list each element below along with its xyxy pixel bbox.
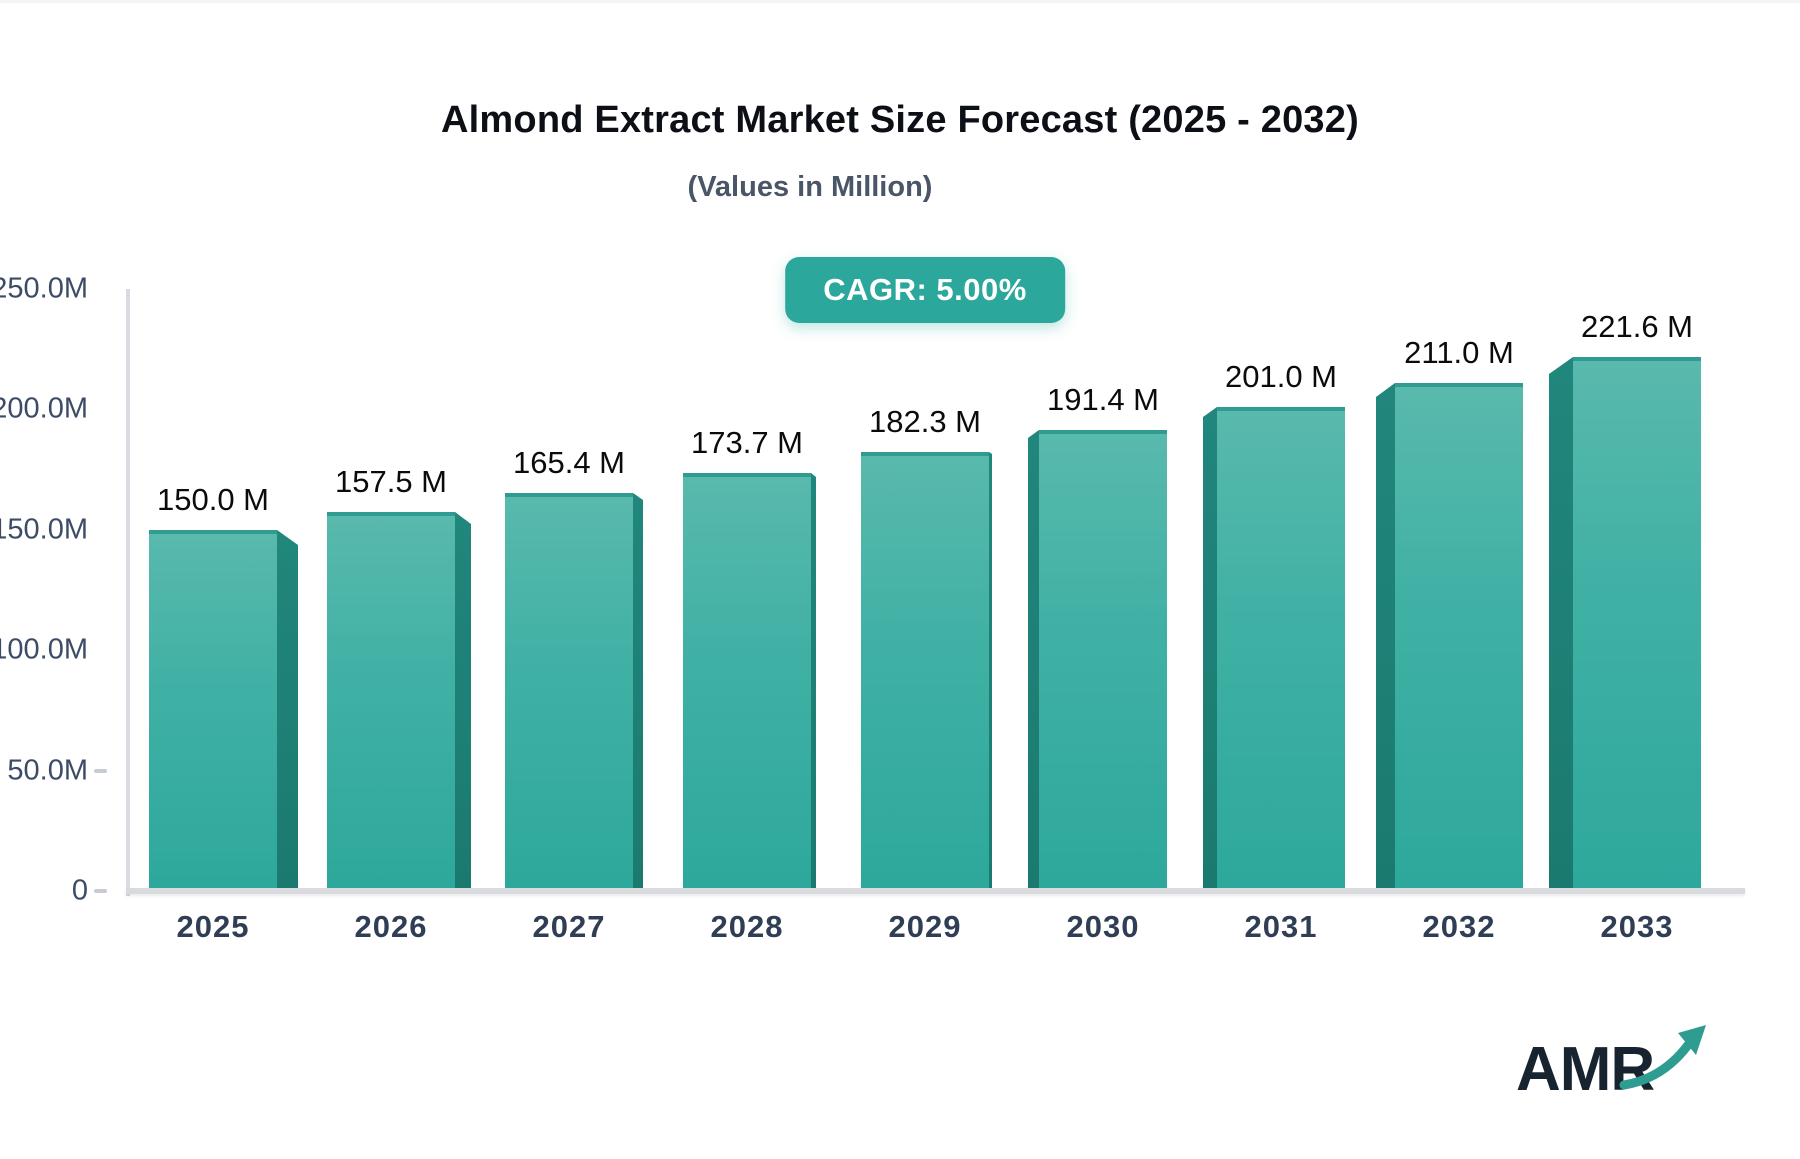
brand-logo: AMR bbox=[1516, 1025, 1706, 1107]
x-axis-label: 2032 bbox=[1422, 909, 1496, 944]
bar-value-label: 191.4 M bbox=[1046, 382, 1160, 417]
bar-2032[interactable] bbox=[1395, 383, 1523, 891]
bar-value-label: 201.0 M bbox=[1224, 359, 1338, 394]
x-axis-label: 2033 bbox=[1600, 909, 1674, 944]
bar-value-label: 157.5 M bbox=[334, 464, 448, 499]
x-axis-label: 2031 bbox=[1244, 909, 1318, 944]
bar-value-label: 165.4 M bbox=[512, 445, 626, 480]
x-axis-label: 2028 bbox=[710, 909, 784, 944]
bar-value-label: 221.6 M bbox=[1580, 309, 1694, 344]
y-axis-tick bbox=[94, 768, 107, 773]
chart-title: Almond Extract Market Size Forecast (202… bbox=[441, 99, 1359, 141]
x-axis-line bbox=[126, 888, 1745, 894]
bar-3d-side bbox=[1549, 357, 1573, 891]
x-axis-label: 2026 bbox=[354, 909, 428, 944]
bar-2033[interactable] bbox=[1573, 357, 1701, 891]
y-axis-label: 50.0M bbox=[7, 754, 88, 787]
bar-value-label: 173.7 M bbox=[690, 425, 804, 460]
bar-2026[interactable] bbox=[327, 512, 455, 891]
brand-logo-text: AMR bbox=[1516, 1035, 1655, 1104]
bar-value-label: 211.0 M bbox=[1404, 335, 1514, 370]
bar-2025[interactable] bbox=[149, 530, 277, 891]
bar-3d-side bbox=[989, 452, 992, 891]
y-axis-label: 250.0M bbox=[0, 272, 88, 305]
bar-2027[interactable] bbox=[505, 493, 633, 891]
y-axis-label: 100.0M bbox=[0, 633, 88, 666]
bar-3d-side bbox=[277, 530, 298, 891]
cagr-badge: CAGR: 5.00% bbox=[785, 257, 1065, 323]
y-axis-line bbox=[126, 289, 130, 896]
x-axis-label: 2029 bbox=[888, 909, 962, 944]
x-axis-label: 2027 bbox=[532, 909, 606, 944]
chart-subtitle: (Values in Million) bbox=[687, 171, 933, 203]
bar-value-label: 150.0 M bbox=[156, 482, 270, 517]
x-axis-label: 2030 bbox=[1066, 909, 1140, 944]
y-axis-label: 0 bbox=[71, 874, 88, 907]
bar-3d-side bbox=[811, 473, 816, 891]
bar-value-label: 182.3 M bbox=[868, 404, 982, 439]
bar-3d-side bbox=[633, 493, 643, 891]
bar-2029[interactable] bbox=[861, 452, 989, 891]
bar-2031[interactable] bbox=[1217, 407, 1345, 891]
bar-3d-side bbox=[1376, 383, 1395, 891]
y-axis-label: 200.0M bbox=[0, 392, 88, 425]
bar-2028[interactable] bbox=[683, 473, 811, 891]
y-axis-label: 150.0M bbox=[0, 513, 88, 546]
bar-3d-side bbox=[455, 512, 471, 891]
bar-2030[interactable] bbox=[1039, 430, 1167, 891]
x-axis-label: 2025 bbox=[176, 909, 250, 944]
bar-3d-side bbox=[1028, 430, 1039, 891]
growth-arrow-icon bbox=[1619, 1025, 1706, 1090]
y-axis-tick bbox=[94, 889, 107, 893]
bar-3d-side bbox=[1203, 407, 1217, 891]
plot-area: 250.0M 200.0M 150.0M 100.0M 50.0M 0 150.0 M 202… bbox=[0, 3, 1800, 1159]
